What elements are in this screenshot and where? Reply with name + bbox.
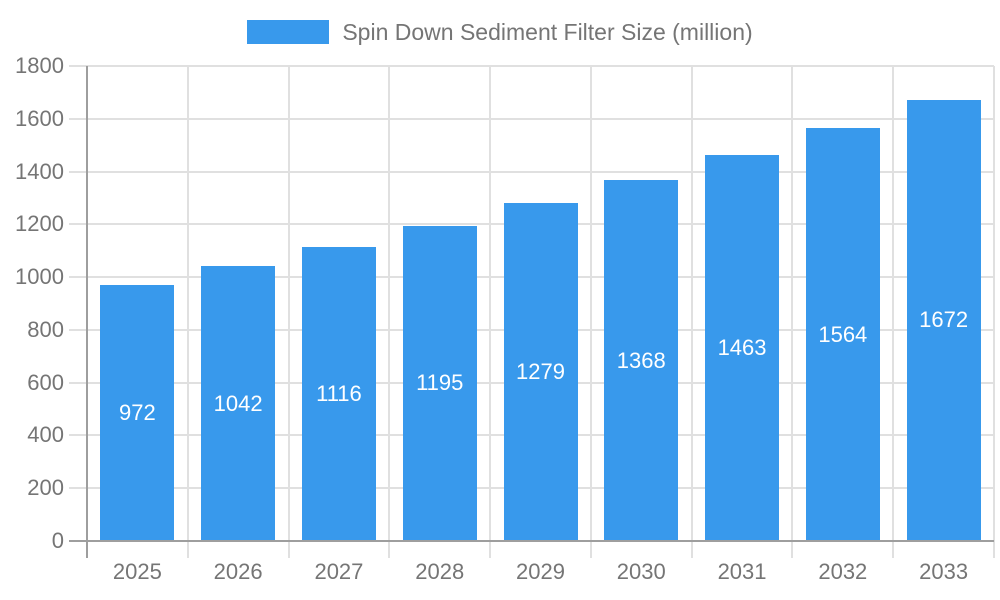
v-gridline (993, 66, 995, 558)
x-axis-labels: 2025 2026 2027 2028 2029 2030 2031 2032 2033 (87, 559, 994, 589)
x-tick-label: 2030 (616, 559, 666, 584)
v-gridline (690, 66, 693, 558)
bar: 1042 (201, 266, 276, 541)
x-tick-label: 2027 (314, 559, 364, 584)
v-gridline (186, 66, 189, 558)
y-tick-label: 0 (51, 528, 64, 553)
y-tick-label: 1200 (15, 211, 64, 237)
y-axis-labels: 0 200 400 600 800 1000 1200 1400 1600 1800 (0, 54, 64, 553)
bar: 1195 (402, 225, 477, 541)
h-gridline (69, 170, 994, 173)
h-gridline (69, 117, 994, 120)
plot-area: 972 1042 1116 1195 1279 1368 1463 1564 1672 (69, 65, 995, 558)
bar-value-label: 1672 (919, 307, 969, 333)
y-tick-label: 1800 (15, 53, 64, 78)
bar-value-label: 1116 (316, 380, 362, 406)
bar-value-label: 1368 (616, 347, 666, 373)
v-gridline (892, 66, 895, 558)
y-tick-label: 800 (27, 316, 64, 342)
bar-value-label: 1463 (717, 334, 767, 360)
x-tick-label: 2031 (717, 559, 767, 584)
bar: 1368 (604, 180, 679, 541)
bar-value-label: 1195 (416, 370, 464, 396)
legend[interactable]: Spin Down Sediment Filter Size (million) (0, 18, 1000, 46)
y-tick-label: 400 (27, 422, 64, 448)
bar: 1116 (301, 246, 376, 541)
bar-value-label: 1042 (213, 390, 263, 416)
bar: 1279 (503, 203, 578, 541)
v-gridline (791, 66, 794, 558)
x-tick-label: 2032 (818, 559, 868, 584)
bar-value-label: 1564 (818, 321, 868, 347)
x-tick-label: 2029 (516, 559, 565, 584)
y-tick-label: 1600 (15, 105, 64, 131)
bar: 1463 (705, 154, 780, 541)
y-tick-label: 1400 (15, 158, 64, 184)
v-gridline (589, 66, 592, 558)
bar-value-label: 972 (119, 399, 156, 425)
y-tick-label: 600 (27, 369, 64, 395)
bar: 1564 (805, 128, 880, 541)
legend-label: Spin Down Sediment Filter Size (million) (342, 18, 753, 45)
x-tick-label: 2025 (112, 559, 162, 584)
y-axis-line (86, 66, 88, 558)
y-tick-label: 200 (27, 475, 64, 501)
h-gridline (69, 65, 994, 67)
v-gridline (388, 66, 391, 558)
x-axis-line (69, 540, 994, 542)
v-gridline (287, 66, 290, 558)
x-tick-label: 2026 (213, 559, 263, 584)
bar-value-label: 1279 (516, 359, 565, 385)
y-tick-label: 1000 (15, 264, 64, 290)
bar: 972 (100, 284, 175, 541)
x-tick-label: 2028 (415, 559, 465, 584)
legend-swatch (247, 20, 330, 44)
bar: 1672 (906, 99, 981, 541)
x-tick-label: 2033 (919, 559, 969, 584)
v-gridline (489, 66, 492, 558)
